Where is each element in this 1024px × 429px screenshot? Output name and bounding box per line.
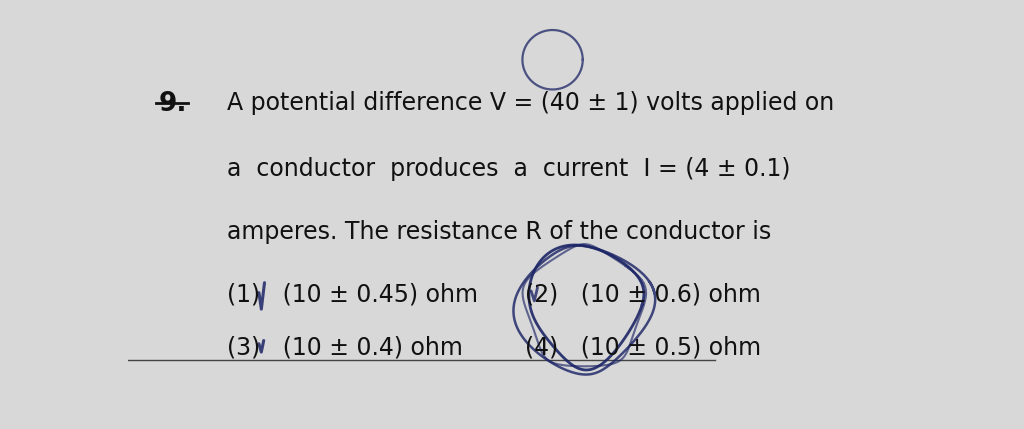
Text: A potential difference V = (40 ± 1) volts applied on: A potential difference V = (40 ± 1) volt…: [227, 91, 835, 115]
Text: amperes. The resistance R of the conductor is: amperes. The resistance R of the conduct…: [227, 220, 771, 244]
Text: (2)   (10 ± 0.6) ohm: (2) (10 ± 0.6) ohm: [524, 283, 761, 307]
Text: 9.: 9.: [158, 91, 186, 117]
Text: (4)   (10 ± 0.5) ohm: (4) (10 ± 0.5) ohm: [524, 335, 761, 360]
Text: (3)   (10 ± 0.4) ohm: (3) (10 ± 0.4) ohm: [227, 335, 463, 360]
Text: a  conductor  produces  a  current  I = (4 ± 0.1): a conductor produces a current I = (4 ± …: [227, 157, 791, 181]
Text: (1)   (10 ± 0.45) ohm: (1) (10 ± 0.45) ohm: [227, 283, 478, 307]
